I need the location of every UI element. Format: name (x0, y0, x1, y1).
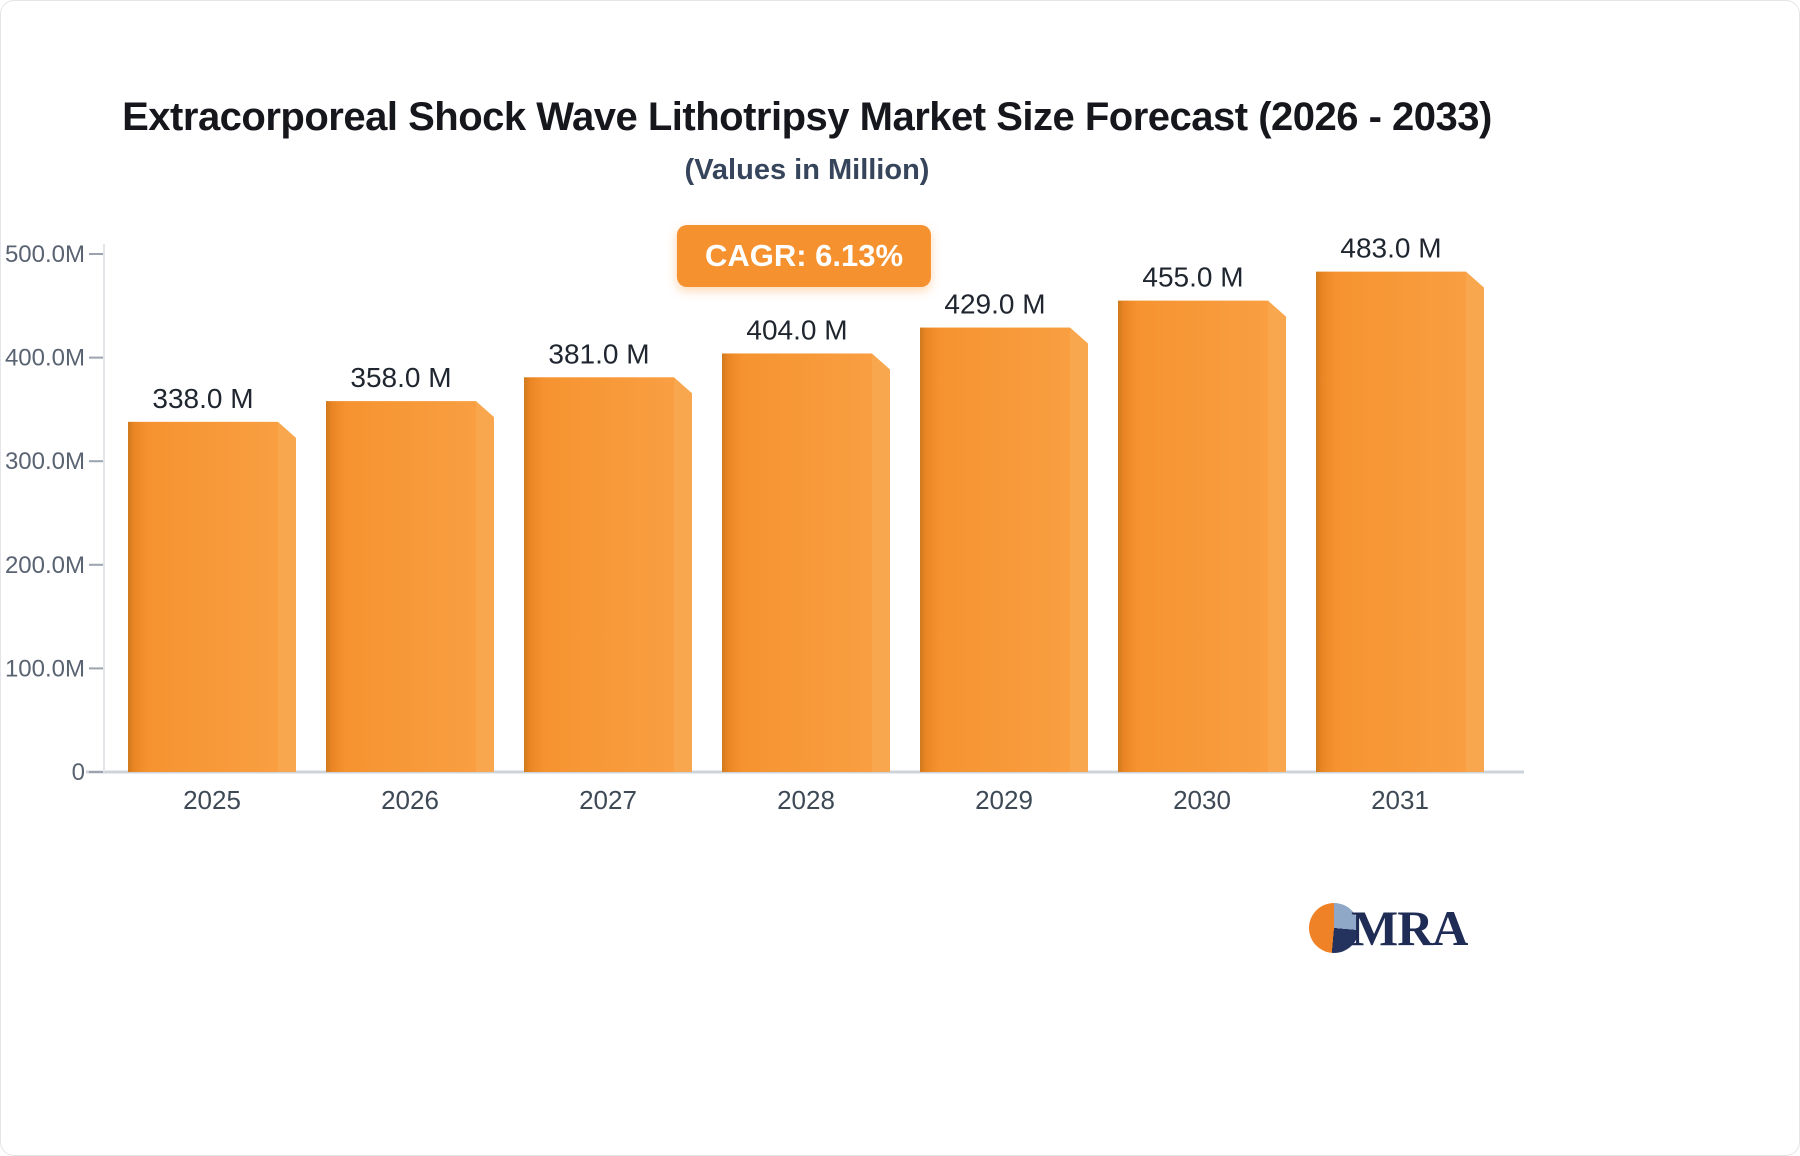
bar-2026: 358.0 M 2026 (326, 362, 494, 815)
bar-2025: 338.0 M 2025 (128, 383, 296, 815)
bar-side-face (476, 401, 494, 772)
bar-front-face (326, 401, 476, 772)
logo-pie-icon (1309, 903, 1359, 953)
bar-value-label: 404.0 M (746, 314, 847, 345)
bar-front-face (524, 377, 674, 772)
bar-side-face (674, 377, 692, 772)
brand-logo: MRA (1309, 896, 1468, 960)
bar-2031: 483.0 M 2031 (1316, 233, 1484, 815)
bar-2029: 429.0 M 2029 (920, 289, 1088, 815)
x-axis-label: 2026 (381, 785, 439, 815)
x-axis-label: 2030 (1173, 785, 1231, 815)
bar-side-face (278, 421, 296, 772)
bar-side-face (1466, 271, 1484, 772)
bar-front-face (722, 353, 872, 772)
bar-side-face (1268, 300, 1286, 772)
y-axis-tick-label: 100.0M (5, 655, 85, 682)
bar-value-label: 483.0 M (1340, 233, 1441, 264)
bar-front-face (920, 327, 1070, 772)
y-axis-tick-label: 400.0M (5, 345, 85, 372)
y-axis-tick-label: 200.0M (5, 552, 85, 579)
logo-text: MRA (1351, 900, 1468, 956)
x-axis-label: 2028 (777, 785, 835, 815)
cagr-badge: CAGR: 6.13% (676, 225, 932, 287)
bar-value-label: 338.0 M (152, 383, 253, 414)
bar-front-face (128, 421, 278, 772)
y-axis-tick-label: 500.0M (5, 241, 85, 268)
bar-2030: 455.0 M 2030 (1118, 262, 1286, 815)
bar-front-face (1316, 271, 1466, 772)
bar-side-face (872, 353, 890, 772)
bar-front-face (1118, 300, 1268, 772)
chart-title: Extracorporeal Shock Wave Lithotripsy Ma… (122, 95, 1492, 139)
bar-value-label: 429.0 M (944, 289, 1045, 320)
x-axis-label: 2027 (579, 785, 637, 815)
x-axis-label: 2025 (183, 785, 241, 815)
x-axis-label: 2029 (975, 785, 1033, 815)
chart-header: Extracorporeal Shock Wave Lithotripsy Ma… (1, 1, 1613, 187)
bar-side-face (1070, 327, 1088, 772)
bar-value-label: 455.0 M (1142, 262, 1243, 293)
y-axis-tick-label: 0 (72, 759, 85, 786)
x-axis-label: 2031 (1371, 785, 1429, 815)
y-axis-tick-label: 300.0M (5, 448, 85, 475)
bar-value-label: 381.0 M (548, 338, 649, 369)
bar-2028: 404.0 M 2028 (722, 314, 890, 815)
bar-2027: 381.0 M 2027 (524, 338, 692, 815)
bar-value-label: 358.0 M (350, 362, 451, 393)
chart-subtitle: (Values in Million) (684, 154, 930, 186)
